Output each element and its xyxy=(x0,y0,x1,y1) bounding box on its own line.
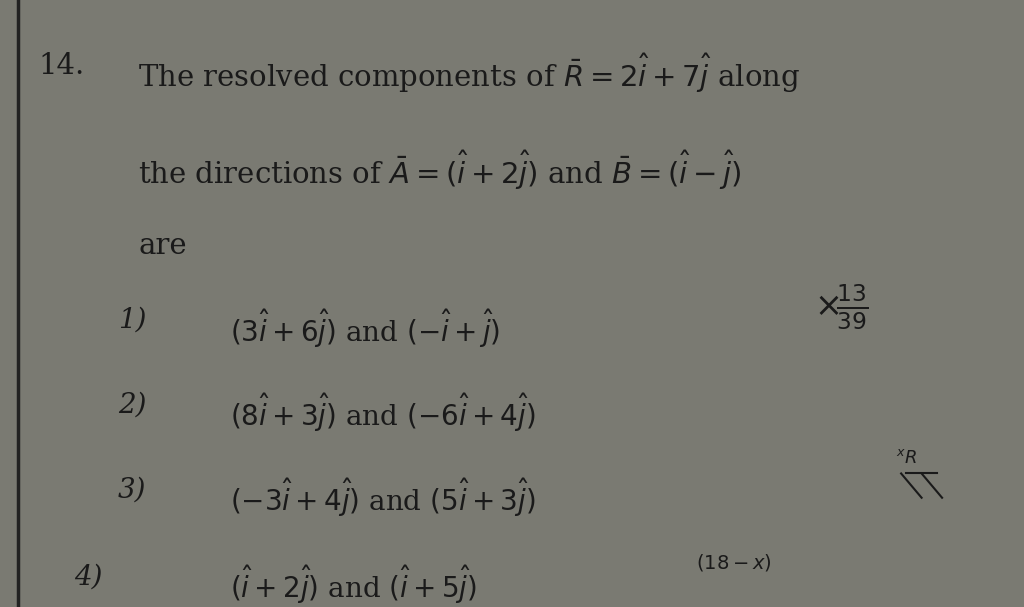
Text: ${}^{x}R$: ${}^{x}R$ xyxy=(896,449,918,467)
Text: $\times\!\frac{13}{39}$: $\times\!\frac{13}{39}$ xyxy=(814,282,868,331)
Text: $(\hat{i} + 2\hat{j})$ and $(\hat{i} + 5\hat{j})$: $(\hat{i} + 2\hat{j})$ and $(\hat{i} + 5… xyxy=(230,563,477,606)
Text: 3): 3) xyxy=(118,476,146,503)
Text: 14.: 14. xyxy=(39,52,85,80)
Text: the directions of $\bar{A} = (\hat{i} + 2\hat{j})$ and $\bar{B} = (\hat{i} - \ha: the directions of $\bar{A} = (\hat{i} + … xyxy=(138,149,741,192)
Text: $(18 - x)$: $(18 - x)$ xyxy=(696,552,772,574)
Text: are: are xyxy=(138,232,186,260)
Text: $(3\hat{i} + 6\hat{j})$ and $(-\hat{i} + \hat{j})$: $(3\hat{i} + 6\hat{j})$ and $(-\hat{i} +… xyxy=(230,307,501,350)
Text: $(-3\hat{i} + 4\hat{j})$ and $(5\hat{i} + 3\hat{j})$: $(-3\hat{i} + 4\hat{j})$ and $(5\hat{i} … xyxy=(230,476,536,520)
Text: 1): 1) xyxy=(118,307,146,333)
Text: The resolved components of $\bar{R} = 2\hat{i} + 7\hat{j}$ along: The resolved components of $\bar{R} = 2\… xyxy=(138,52,801,95)
Text: 4): 4) xyxy=(74,563,102,590)
Text: 2): 2) xyxy=(118,392,146,418)
Text: $(8\hat{i} + 3\hat{j})$ and $(-6\hat{i} + 4\hat{j})$: $(8\hat{i} + 3\hat{j})$ and $(-6\hat{i} … xyxy=(230,392,536,435)
